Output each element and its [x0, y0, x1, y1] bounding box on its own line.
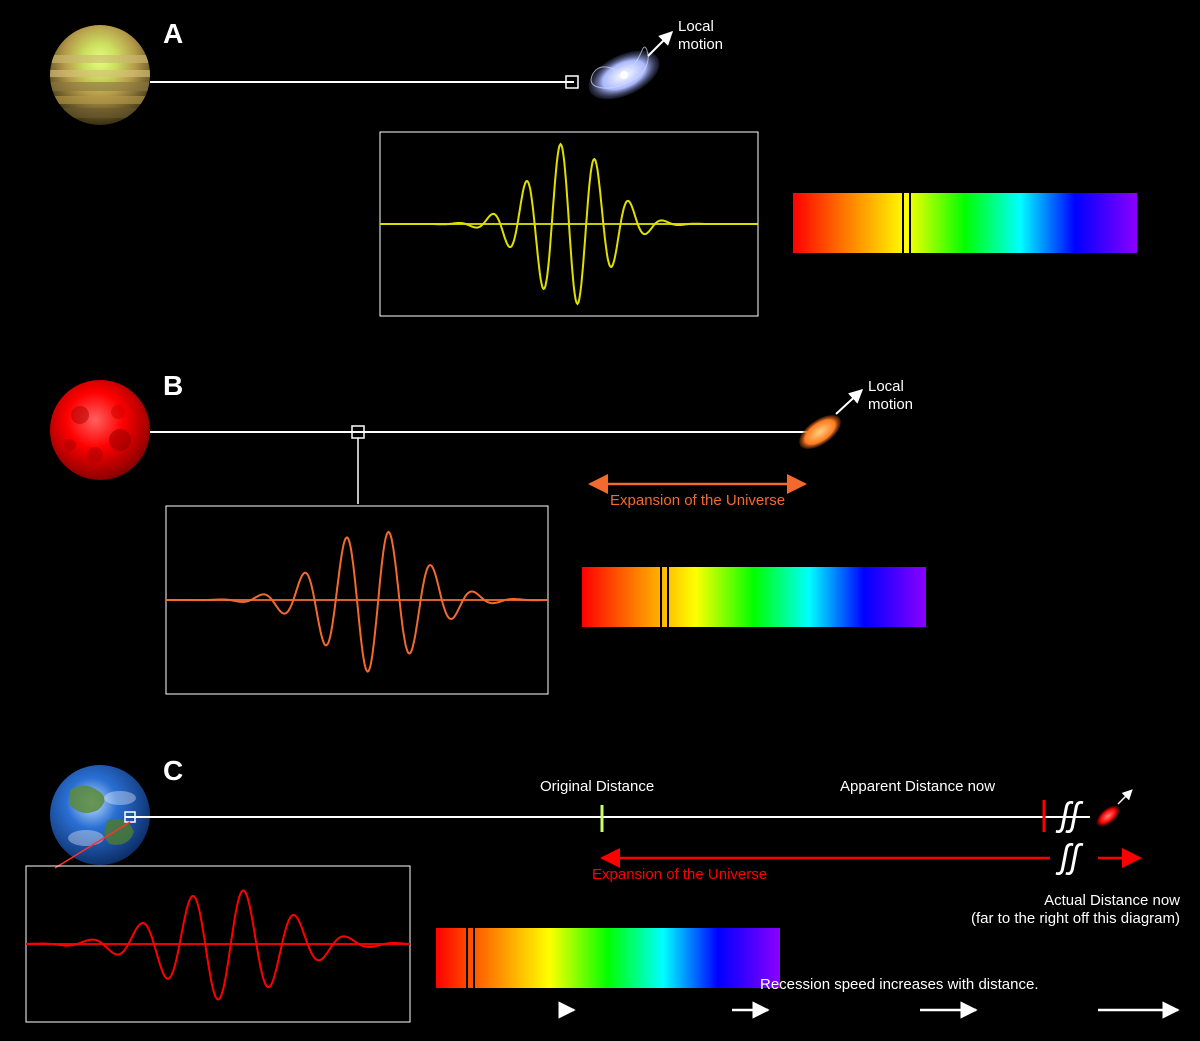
- recession-arrows: [0, 0, 1200, 1041]
